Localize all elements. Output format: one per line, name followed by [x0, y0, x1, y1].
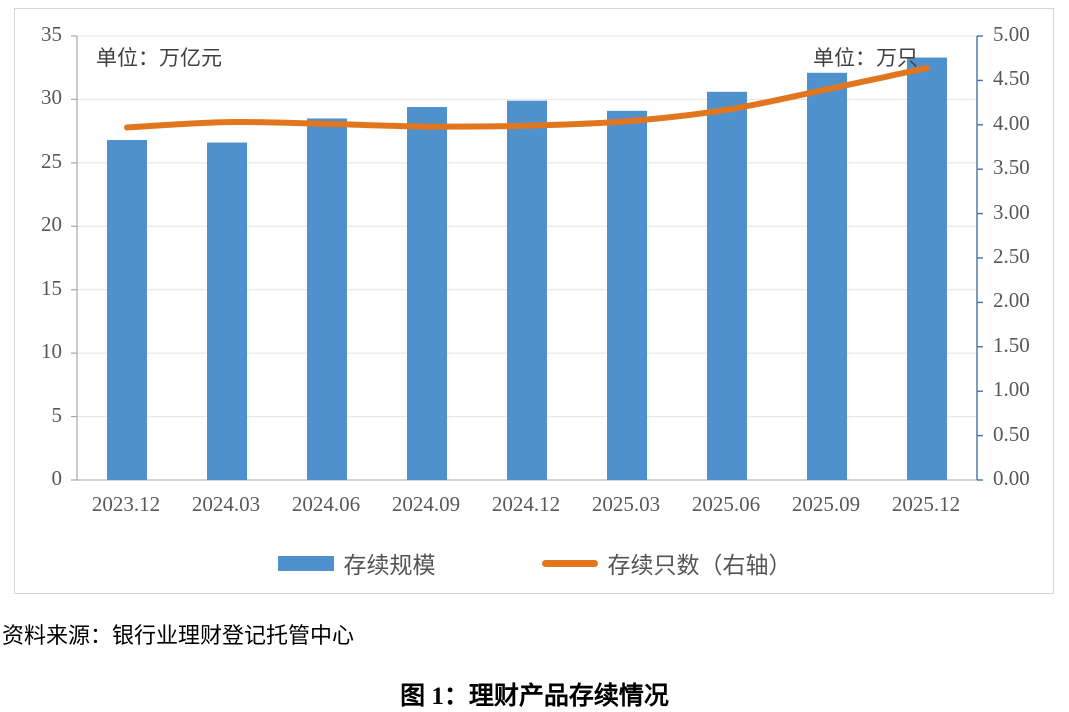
x-tick-2024.12: 2024.12: [491, 492, 561, 516]
bar-2024.03: [207, 142, 247, 480]
x-tick-2023.12: 2023.12: [91, 492, 161, 516]
bar-2025.03: [607, 110, 647, 481]
right-tick-4.50: 4.50: [993, 66, 1030, 91]
legend-item-bar: 存续规模: [277, 546, 436, 580]
legend-label-bar: 存续规模: [343, 553, 436, 578]
left-tick-25: 25: [41, 148, 62, 173]
x-tick-2025.03: 2025.03: [591, 492, 661, 516]
right-tick-4.00: 4.00: [993, 110, 1030, 135]
right-tick-2.00: 2.00: [993, 288, 1030, 313]
legend-label-line: 存续只数（右轴）: [607, 553, 792, 578]
source-note: 资料来源：银行业理财登记托管中心: [2, 623, 355, 648]
legend-swatch-line-icon: [541, 559, 598, 567]
right-tick-2.50: 2.50: [993, 244, 1030, 268]
x-tick-2025.09: 2025.09: [791, 492, 861, 516]
right-tick-0.00: 0.00: [993, 466, 1030, 490]
legend-swatch-bar-icon: [277, 555, 334, 571]
bar-2025.09: [807, 72, 847, 480]
figure-caption: 图 1：理财产品存续情况: [400, 683, 669, 710]
bar-2024.09: [407, 107, 447, 480]
x-tick-2025.06: 2025.06: [691, 492, 761, 516]
chart-plot-area: [14, 8, 1054, 594]
left-tick-35: 35: [41, 22, 62, 46]
bar-2025.06: [707, 91, 747, 481]
chart-legend: 存续规模 存续只数（右轴）: [0, 546, 1069, 580]
line-series-path: [124, 64, 930, 131]
legend-item-line: 存续只数（右轴）: [541, 546, 792, 580]
bar-2024.06: [307, 118, 347, 480]
left-tick-5: 5: [51, 402, 63, 427]
bar-2023.12: [107, 140, 147, 480]
right-tick-0.50: 0.50: [993, 421, 1030, 446]
left-tick-0: 0: [51, 466, 63, 490]
chart-canvas: [71, 35, 983, 481]
right-tick-1.50: 1.50: [993, 332, 1030, 357]
right-tick-1.00: 1.00: [993, 377, 1030, 402]
left-tick-15: 15: [41, 275, 62, 300]
x-tick-2024.03: 2024.03: [191, 492, 261, 516]
left-tick-30: 30: [41, 85, 62, 110]
x-tick-2025.12: 2025.12: [891, 492, 961, 516]
right-tick-3.00: 3.00: [993, 199, 1030, 224]
right-tick-5.00: 5.00: [993, 22, 1030, 46]
bar-2025.12: [907, 57, 947, 481]
left-tick-10: 10: [41, 339, 62, 364]
unit-note-right: 单位：万只: [813, 46, 918, 70]
unit-note-left: 单位：万亿元: [96, 46, 222, 70]
right-tick-3.50: 3.50: [993, 155, 1030, 180]
bar-2024.12: [507, 100, 547, 480]
x-tick-2024.09: 2024.09: [391, 492, 461, 516]
left-tick-20: 20: [41, 212, 62, 237]
x-tick-2024.06: 2024.06: [291, 492, 361, 516]
